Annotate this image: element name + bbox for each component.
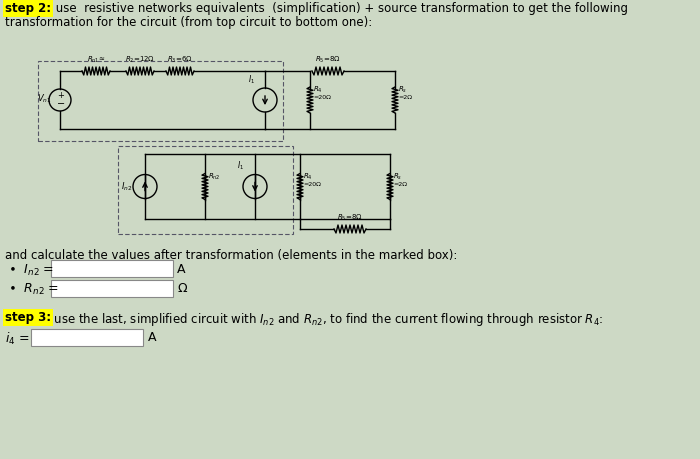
Text: $R_5$=8Ω: $R_5$=8Ω: [337, 213, 363, 223]
Text: step 3:: step 3:: [5, 311, 51, 324]
Text: $R_s$: $R_s$: [398, 85, 407, 95]
Text: =20Ω: =20Ω: [313, 95, 331, 100]
Text: =20Ω: =20Ω: [303, 181, 321, 186]
Text: and calculate the values after transformation (elements in the marked box):: and calculate the values after transform…: [5, 249, 457, 262]
Text: =2Ω: =2Ω: [398, 95, 412, 100]
Text: transformation for the circuit (from top circuit to bottom one):: transformation for the circuit (from top…: [5, 16, 372, 29]
Text: A: A: [177, 263, 186, 276]
Text: −: −: [57, 99, 65, 109]
Text: step 2:: step 2:: [5, 2, 51, 15]
Text: $\bullet$  $R_{n2}$ =: $\bullet$ $R_{n2}$ =: [8, 282, 59, 297]
Text: $I_1$: $I_1$: [237, 159, 244, 172]
Text: $V_{n1}$: $V_{n1}$: [36, 93, 51, 105]
Text: $R_s$: $R_s$: [393, 172, 402, 182]
Text: +: +: [57, 91, 64, 101]
Text: Ω: Ω: [177, 282, 187, 295]
Text: $R_5$=8Ω: $R_5$=8Ω: [315, 55, 341, 65]
Text: use  resistive networks equivalents  (simplification) + source transformation to: use resistive networks equivalents (simp…: [52, 2, 628, 15]
Text: $\bullet$  $I_{n2}$ =: $\bullet$ $I_{n2}$ =: [8, 263, 54, 278]
Text: use the last, simplified circuit with $I_{n2}$ and $R_{n2}$, to find the current: use the last, simplified circuit with $I…: [50, 311, 603, 328]
Text: $R_4$: $R_4$: [303, 172, 313, 182]
Text: $R_3$=6Ω: $R_3$=6Ω: [167, 55, 192, 65]
Text: $i_4$ =: $i_4$ =: [5, 331, 29, 347]
FancyBboxPatch shape: [51, 280, 173, 297]
Text: $R_{n1}$≈: $R_{n1}$≈: [87, 55, 105, 65]
FancyBboxPatch shape: [31, 329, 143, 346]
Text: $I_{n2}$: $I_{n2}$: [121, 180, 133, 193]
Text: $I_1$: $I_1$: [248, 73, 255, 85]
Text: $R_2$=12Ω: $R_2$=12Ω: [125, 55, 155, 65]
Text: $R_4$: $R_4$: [313, 85, 323, 95]
Text: $R_{n2}$: $R_{n2}$: [208, 172, 220, 182]
Text: =2Ω: =2Ω: [393, 181, 407, 186]
FancyBboxPatch shape: [51, 260, 173, 277]
Text: A: A: [148, 331, 157, 344]
